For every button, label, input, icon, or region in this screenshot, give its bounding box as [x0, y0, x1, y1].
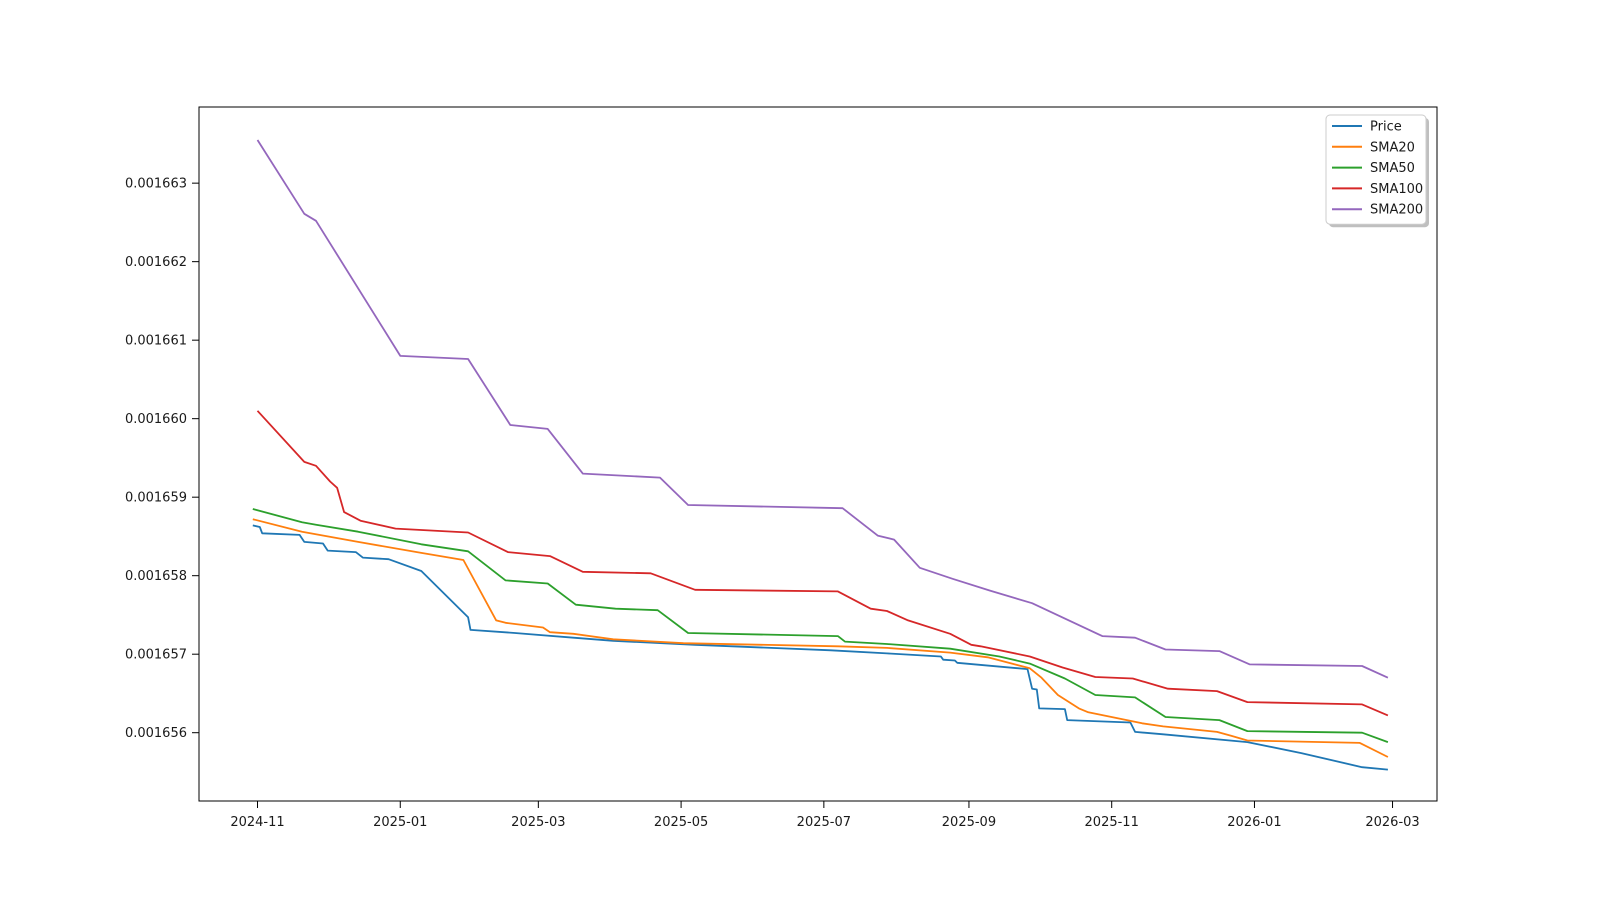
legend: Price SMA20 SMA50 SMA100 SMA200 — [1325, 114, 1429, 228]
series-line-sma100 — [256, 410, 1389, 717]
x-axis-tick-label: 2025-07 — [797, 815, 851, 830]
series-line-sma50 — [252, 508, 1389, 743]
y-axis-tick-label: 0.001660 — [125, 412, 187, 427]
series-line-price — [252, 524, 1388, 771]
legend-label-sma50: SMA50 — [1370, 161, 1415, 176]
x-axis-tick-label: 2025-11 — [1085, 815, 1139, 830]
legend-label-sma200: SMA200 — [1370, 203, 1423, 218]
x-axis-tick-label: 2025-09 — [942, 815, 996, 830]
legend-label-sma20: SMA20 — [1370, 140, 1415, 155]
y-axis-tick-label: 0.001661 — [125, 334, 187, 349]
y-axis-tick-label: 0.001662 — [125, 255, 187, 270]
y-axis-tick-label: 0.001659 — [125, 491, 187, 506]
legend-label-sma100: SMA100 — [1370, 182, 1423, 197]
y-axis-tick-label: 0.001657 — [125, 648, 187, 663]
series-line-sma20 — [252, 518, 1389, 758]
plot-border — [198, 106, 1438, 802]
y-axis-tick-label: 0.001663 — [125, 177, 187, 192]
y-axis-tick-label: 0.001658 — [125, 569, 187, 584]
x-axis-tick-label: 2025-05 — [654, 815, 708, 830]
series-line-sma200 — [256, 139, 1389, 679]
x-axis-tick-label: 2026-01 — [1227, 815, 1281, 830]
x-axis-tick-label: 2026-03 — [1365, 815, 1419, 830]
x-axis-tick-label: 2024-11 — [230, 815, 284, 830]
y-axis-tick-label: 0.001656 — [125, 726, 187, 741]
legend-label-price: Price — [1370, 120, 1402, 135]
x-axis-tick-label: 2025-03 — [511, 815, 565, 830]
legend-box — [1325, 114, 1427, 225]
x-axis-tick-label: 2025-01 — [373, 815, 427, 830]
